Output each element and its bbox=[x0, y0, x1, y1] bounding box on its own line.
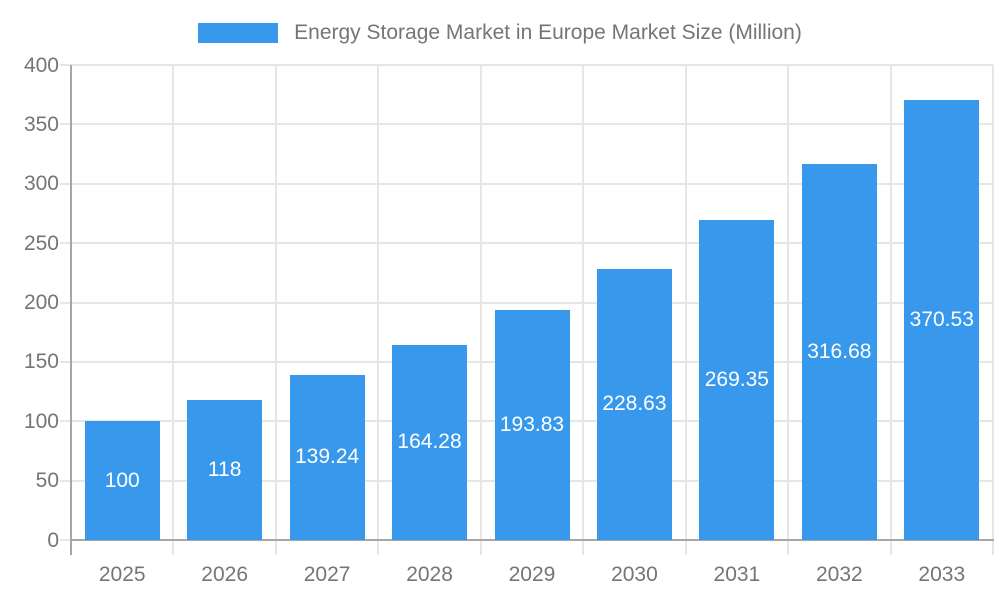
y-axis-tick-50 bbox=[60, 479, 71, 482]
bar-2031[interactable] bbox=[699, 220, 775, 540]
v-gridline-7 bbox=[787, 65, 790, 540]
x-axis-line bbox=[70, 539, 994, 541]
v-gridline-3 bbox=[377, 65, 380, 540]
y-axis-tick-300 bbox=[60, 182, 71, 185]
x-axis-label-2028: 2028 bbox=[406, 563, 453, 586]
x-axis-label-2027: 2027 bbox=[303, 563, 351, 586]
legend-item[interactable]: Energy Storage Market in Europe Market S… bbox=[0, 13, 1000, 53]
y-axis-tick-label-100: 100 bbox=[23, 409, 59, 433]
legend-swatch bbox=[198, 23, 279, 43]
h-gridline-400 bbox=[71, 64, 993, 66]
y-axis-tick-400 bbox=[60, 64, 71, 66]
bar-2033[interactable] bbox=[904, 99, 980, 540]
v-gridline-2 bbox=[274, 65, 277, 540]
y-axis-tick-label-250: 250 bbox=[23, 231, 59, 255]
x-axis-label-2029: 2029 bbox=[508, 563, 556, 586]
v-gridline-1 bbox=[172, 65, 175, 540]
h-gridline-200 bbox=[71, 301, 993, 304]
y-axis-tick-label-200: 200 bbox=[23, 291, 59, 314]
x-axis-tick-7 bbox=[787, 540, 790, 555]
x-axis-label-2026: 2026 bbox=[201, 563, 249, 586]
bar-2026[interactable] bbox=[187, 399, 263, 540]
y-axis-tick-label-0: 0 bbox=[47, 528, 59, 552]
x-axis-tick-5 bbox=[582, 540, 585, 555]
y-axis-tick-150 bbox=[60, 360, 71, 363]
x-axis-tick-1 bbox=[172, 540, 175, 555]
bar-2029[interactable] bbox=[494, 309, 570, 540]
x-axis-tick-6 bbox=[684, 540, 687, 555]
y-axis-tick-200 bbox=[60, 301, 71, 304]
v-gridline-6 bbox=[684, 65, 687, 540]
y-axis-tick-label-300: 300 bbox=[23, 172, 59, 196]
x-axis-label-2032: 2032 bbox=[815, 563, 863, 586]
x-axis-tick-9 bbox=[992, 540, 994, 555]
y-axis-tick-250 bbox=[60, 242, 71, 245]
y-axis-tick-label-400: 400 bbox=[23, 53, 59, 77]
h-gridline-300 bbox=[71, 182, 993, 185]
x-axis-label-2031: 2031 bbox=[713, 563, 761, 586]
bar-2028[interactable] bbox=[392, 344, 468, 540]
y-axis-tick-label-50: 50 bbox=[35, 469, 59, 493]
x-axis-tick-2 bbox=[274, 540, 277, 555]
x-axis-tick-4 bbox=[479, 540, 482, 555]
v-gridline-5 bbox=[582, 65, 585, 540]
bar-2025[interactable] bbox=[84, 421, 160, 540]
x-axis-tick-0 bbox=[70, 540, 72, 555]
bar-2030[interactable] bbox=[596, 268, 672, 540]
y-axis-tick-label-350: 350 bbox=[23, 112, 59, 136]
x-axis-label-2030: 2030 bbox=[611, 563, 658, 586]
y-axis-tick-label-150: 150 bbox=[23, 350, 59, 374]
y-axis-line bbox=[70, 65, 72, 540]
bar-2027[interactable] bbox=[289, 374, 365, 540]
x-axis-tick-3 bbox=[377, 540, 380, 555]
legend-label: Energy Storage Market in Europe Market S… bbox=[294, 21, 802, 44]
bar-2032[interactable] bbox=[801, 163, 877, 540]
v-gridline-4 bbox=[479, 65, 482, 540]
y-axis-tick-0 bbox=[60, 539, 71, 541]
v-gridline-8 bbox=[889, 65, 892, 540]
x-axis-label-2025: 2025 bbox=[98, 563, 146, 586]
x-axis-label-2033: 2033 bbox=[918, 563, 966, 586]
h-gridline-350 bbox=[71, 123, 993, 126]
y-axis-tick-350 bbox=[60, 123, 71, 126]
v-gridline-9 bbox=[992, 65, 994, 540]
y-axis-tick-100 bbox=[60, 420, 71, 423]
x-axis-tick-8 bbox=[889, 540, 892, 555]
h-gridline-250 bbox=[71, 242, 993, 245]
